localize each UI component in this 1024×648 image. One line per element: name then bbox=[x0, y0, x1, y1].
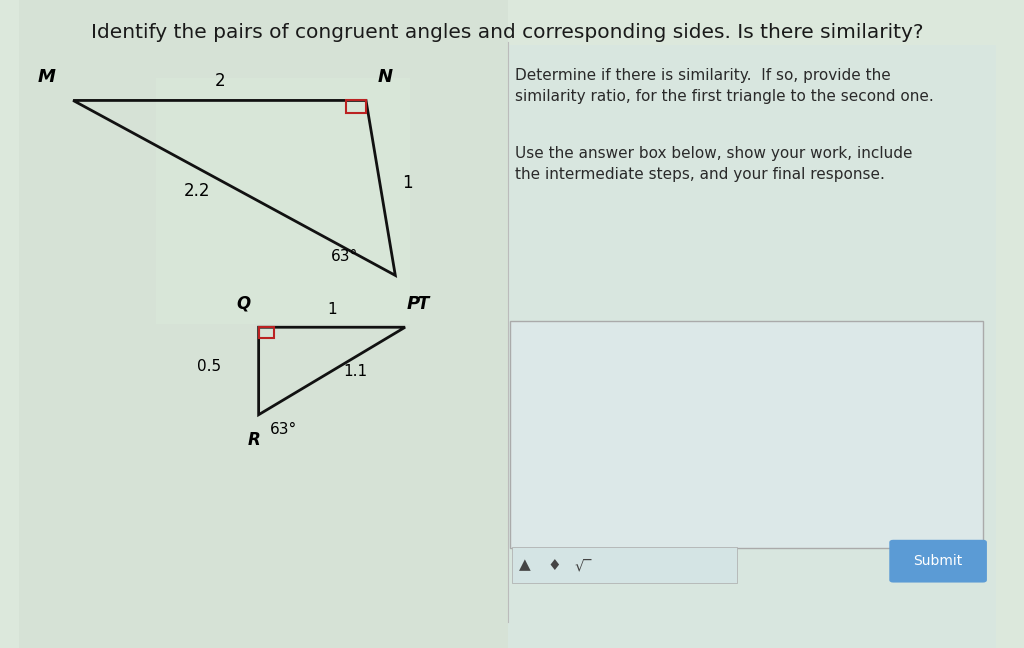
Text: T: T bbox=[417, 295, 428, 313]
Text: 0.5: 0.5 bbox=[198, 359, 221, 374]
Text: 1.1: 1.1 bbox=[344, 364, 368, 379]
Bar bbox=[508, 45, 995, 648]
Text: P: P bbox=[407, 295, 420, 313]
Bar bbox=[19, 0, 508, 648]
Bar bbox=[510, 321, 983, 548]
Text: 1: 1 bbox=[402, 174, 413, 192]
Text: 2: 2 bbox=[214, 72, 225, 90]
Text: R: R bbox=[248, 431, 260, 449]
Text: N: N bbox=[378, 68, 393, 86]
Text: ▲: ▲ bbox=[519, 557, 531, 573]
Text: Submit: Submit bbox=[913, 554, 963, 568]
Text: M: M bbox=[38, 68, 55, 86]
FancyBboxPatch shape bbox=[156, 78, 410, 324]
Text: 1: 1 bbox=[327, 302, 337, 318]
Text: √‾: √‾ bbox=[575, 559, 593, 574]
Text: 63°: 63° bbox=[270, 422, 298, 437]
Bar bbox=[346, 100, 366, 113]
Text: Q: Q bbox=[237, 295, 251, 313]
Text: Determine if there is similarity.  If so, provide the
similarity ratio, for the : Determine if there is similarity. If so,… bbox=[515, 68, 934, 104]
Text: 2.2: 2.2 bbox=[183, 181, 210, 200]
Bar bbox=[512, 547, 737, 583]
Text: Identify the pairs of congruent angles and corresponding sides. Is there similar: Identify the pairs of congruent angles a… bbox=[91, 23, 924, 41]
Text: 63°: 63° bbox=[331, 249, 358, 264]
Bar bbox=[259, 327, 274, 338]
FancyBboxPatch shape bbox=[889, 540, 987, 583]
Text: Use the answer box below, show your work, include
the intermediate steps, and yo: Use the answer box below, show your work… bbox=[515, 146, 912, 182]
Text: ♦: ♦ bbox=[548, 557, 561, 573]
